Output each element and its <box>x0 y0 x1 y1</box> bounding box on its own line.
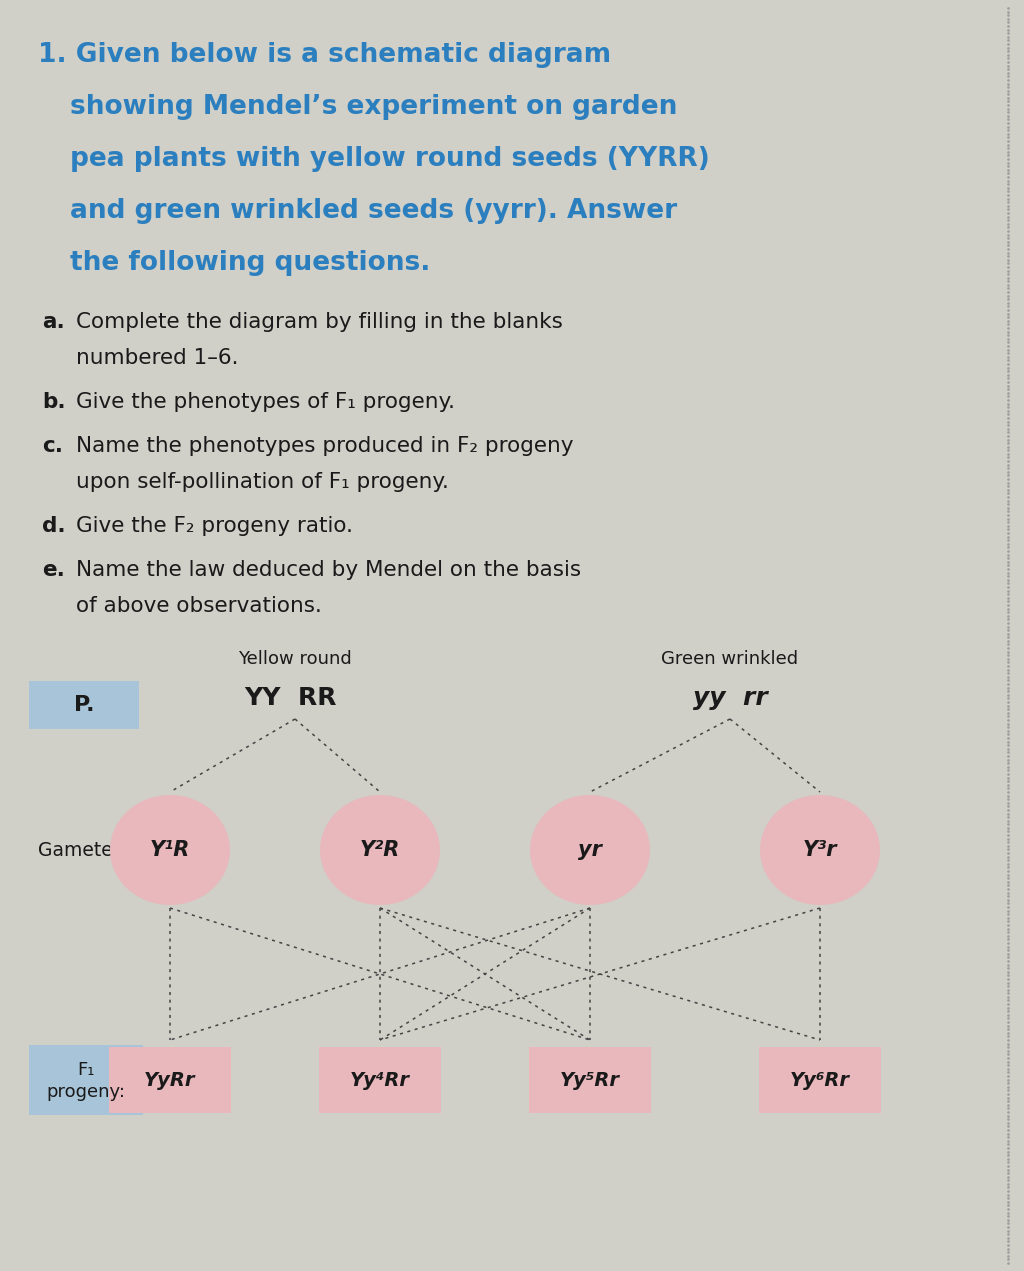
Text: YyRr: YyRr <box>144 1070 196 1089</box>
Text: and green wrinkled seeds (yyrr). Answer: and green wrinkled seeds (yyrr). Answer <box>70 198 677 224</box>
FancyBboxPatch shape <box>759 1047 881 1113</box>
Text: the following questions.: the following questions. <box>70 250 430 276</box>
Text: upon self-pollination of F₁ progeny.: upon self-pollination of F₁ progeny. <box>76 472 449 492</box>
Text: progeny:: progeny: <box>46 1083 126 1101</box>
Text: Name the phenotypes produced in F₂ progeny: Name the phenotypes produced in F₂ proge… <box>76 436 573 456</box>
Text: of above observations.: of above observations. <box>76 596 322 616</box>
Text: Give the F₂ progeny ratio.: Give the F₂ progeny ratio. <box>76 516 353 536</box>
Text: numbered 1–6.: numbered 1–6. <box>76 348 239 369</box>
Text: Name the law deduced by Mendel on the basis: Name the law deduced by Mendel on the ba… <box>76 561 582 580</box>
Text: showing Mendel’s experiment on garden: showing Mendel’s experiment on garden <box>70 94 677 119</box>
FancyBboxPatch shape <box>109 1047 231 1113</box>
Text: Yellow round: Yellow round <box>239 649 352 669</box>
Ellipse shape <box>319 794 440 905</box>
Text: F₁: F₁ <box>77 1061 95 1079</box>
FancyBboxPatch shape <box>29 681 139 730</box>
Text: e.: e. <box>42 561 65 580</box>
Ellipse shape <box>110 794 230 905</box>
Text: yy  rr: yy rr <box>692 686 767 710</box>
Text: Y³r: Y³r <box>803 840 838 860</box>
Text: b.: b. <box>42 391 66 412</box>
Ellipse shape <box>760 794 880 905</box>
FancyBboxPatch shape <box>529 1047 651 1113</box>
Text: a.: a. <box>42 311 65 332</box>
Text: Yy⁵Rr: Yy⁵Rr <box>560 1070 620 1089</box>
Text: c.: c. <box>42 436 63 456</box>
Text: 1. Given below is a schematic diagram: 1. Given below is a schematic diagram <box>38 42 611 69</box>
Text: Gametes:: Gametes: <box>38 840 129 859</box>
Text: YY  RR: YY RR <box>244 686 336 710</box>
Text: P.: P. <box>74 695 94 716</box>
Text: Y²R: Y²R <box>359 840 400 860</box>
FancyBboxPatch shape <box>29 1045 143 1115</box>
Text: Yy⁶Rr: Yy⁶Rr <box>790 1070 850 1089</box>
Text: Green wrinkled: Green wrinkled <box>662 649 799 669</box>
Text: Y¹R: Y¹R <box>150 840 190 860</box>
Ellipse shape <box>530 794 650 905</box>
Text: pea plants with yellow round seeds (YYRR): pea plants with yellow round seeds (YYRR… <box>70 146 710 172</box>
Text: Give the phenotypes of F₁ progeny.: Give the phenotypes of F₁ progeny. <box>76 391 455 412</box>
Text: yr: yr <box>579 840 602 860</box>
Text: Yy⁴Rr: Yy⁴Rr <box>350 1070 410 1089</box>
FancyBboxPatch shape <box>319 1047 441 1113</box>
Text: Complete the diagram by filling in the blanks: Complete the diagram by filling in the b… <box>76 311 563 332</box>
Text: d.: d. <box>42 516 66 536</box>
